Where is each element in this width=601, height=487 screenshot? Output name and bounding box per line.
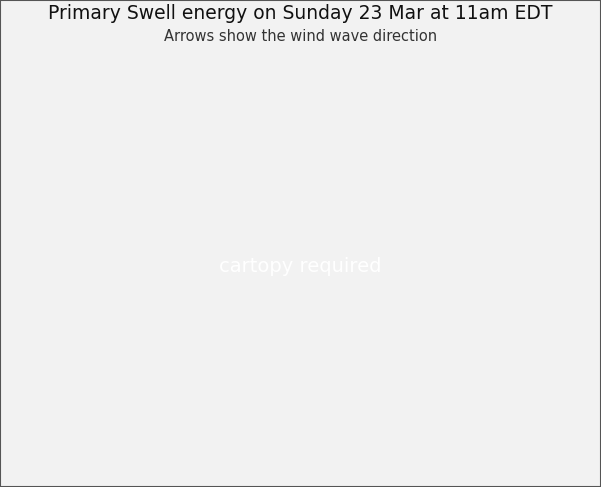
Text: Primary Swell energy on Sunday 23 Mar at 11am EDT: Primary Swell energy on Sunday 23 Mar at… — [48, 4, 553, 23]
Text: Arrows show the wind wave direction: Arrows show the wind wave direction — [164, 29, 437, 44]
Text: cartopy required: cartopy required — [219, 257, 382, 276]
